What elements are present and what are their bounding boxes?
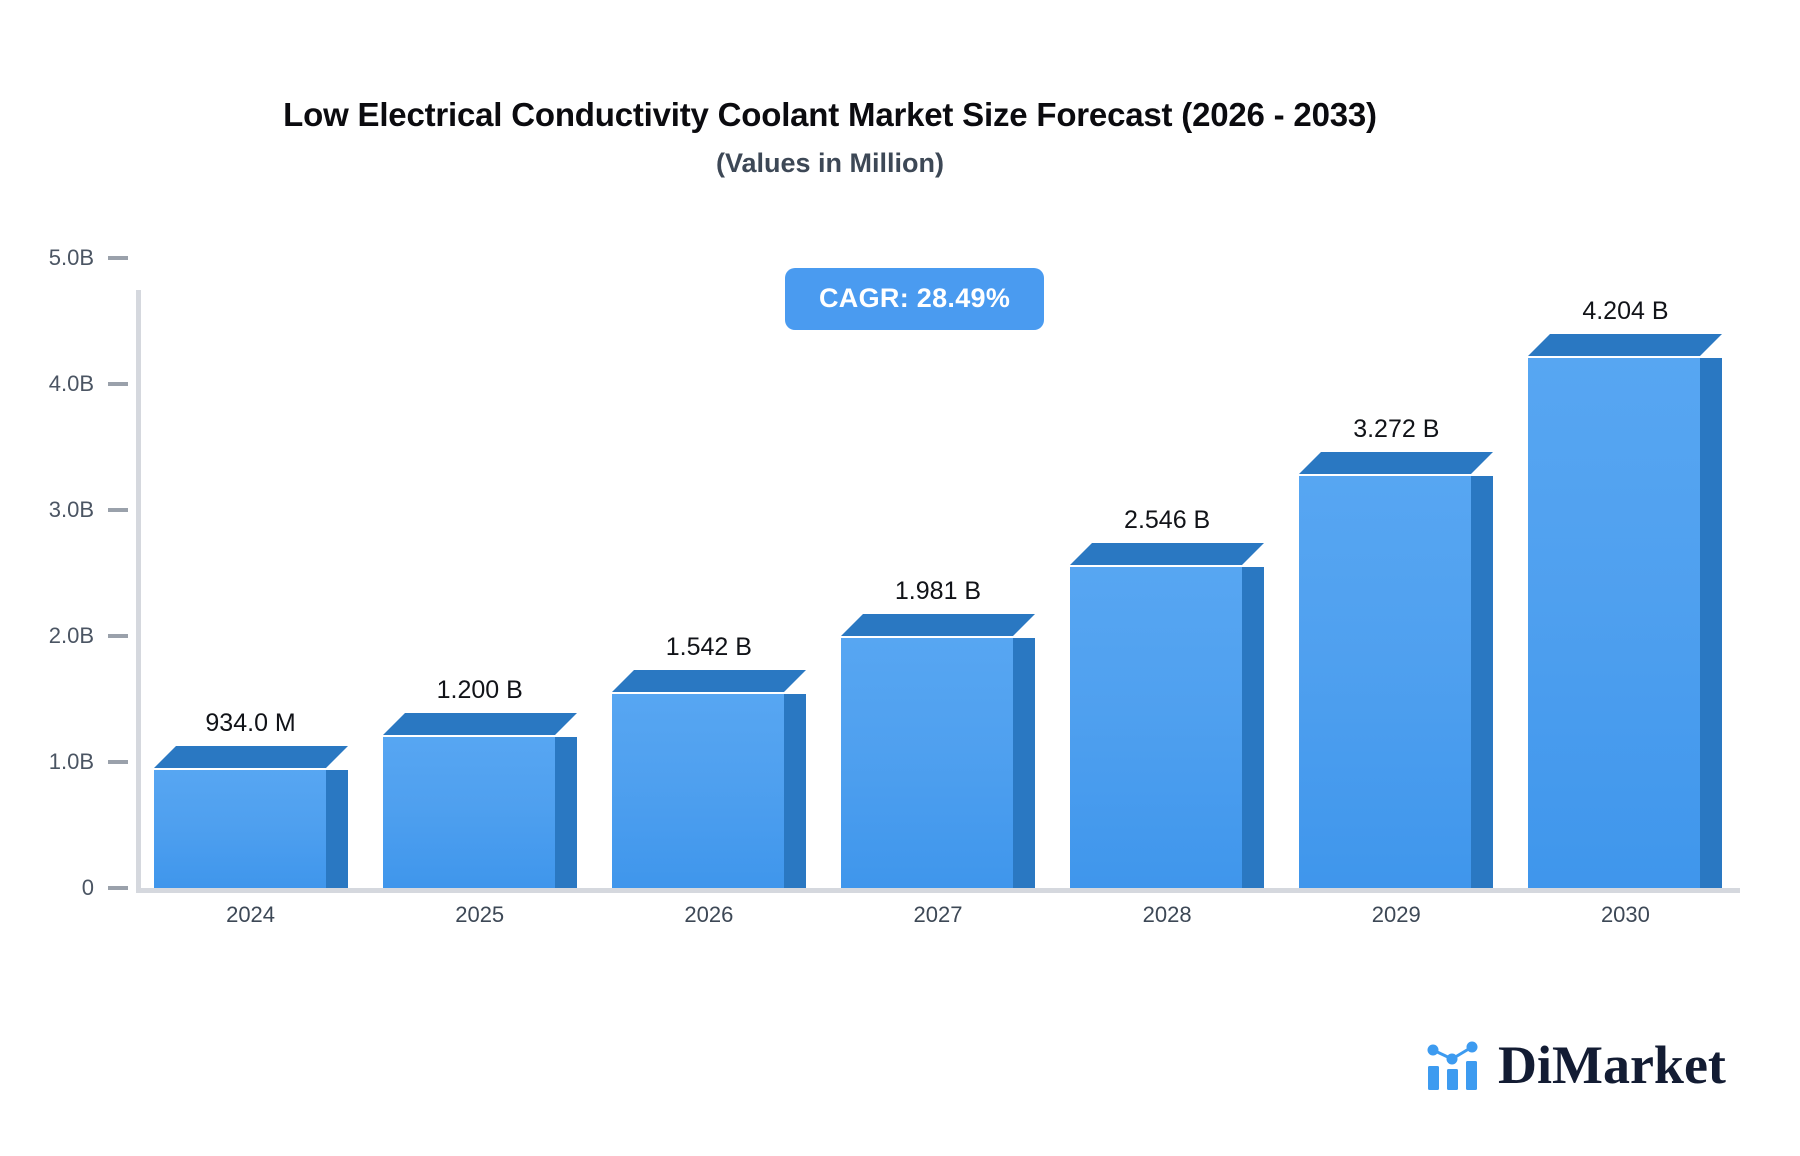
y-axis-tick-mark (108, 634, 128, 638)
bar[interactable] (382, 712, 577, 888)
page-title: Low Electrical Conductivity Coolant Mark… (283, 96, 1377, 133)
cagr-badge: CAGR: 28.49% (785, 268, 1045, 330)
bar-front-face (841, 638, 1013, 888)
title-block: Low Electrical Conductivity Coolant Mark… (0, 96, 1660, 179)
bar-top-face (841, 614, 1035, 637)
y-axis-tick-mark (108, 382, 128, 386)
y-axis-tick-mark (108, 256, 128, 260)
chart-subtitle: (Values in Million) (715, 147, 945, 178)
y-axis-tick-mark (108, 508, 128, 512)
bar-value-label: 4.204 B (1582, 297, 1669, 326)
y-axis-tick-label: 4.0B (48, 371, 94, 396)
bar[interactable] (841, 614, 1035, 888)
y-axis-tick-mark (108, 886, 128, 890)
x-axis-label: 2024 (226, 902, 276, 927)
bar-front-face (1528, 358, 1701, 888)
bar-front-face (1299, 475, 1472, 888)
bar-top-face (382, 712, 577, 735)
bar[interactable] (1070, 543, 1265, 888)
bars-layer: 934.0 M 1.200 B 1.542 B 1.981 B 2.546 B 3.272… (136, 0, 1740, 1156)
bar-front-face (611, 693, 784, 888)
bar[interactable] (153, 746, 348, 888)
bar-side-face (783, 693, 806, 888)
bar-value-label: 934.0 M (205, 709, 296, 738)
x-axis-label: 2025 (455, 902, 505, 927)
y-axis-tick-mark (108, 760, 128, 764)
x-axis-label: 2029 (1371, 902, 1421, 927)
bar-top-face (1070, 543, 1265, 566)
y-axis-tick: 2.0B (0, 623, 128, 649)
bar-value-label: 1.981 B (894, 577, 982, 606)
x-axis-line (136, 888, 1740, 893)
bar-side-face (1471, 475, 1494, 888)
bar-value-label: 3.272 B (1353, 414, 1440, 443)
x-axis-label: 2026 (684, 902, 734, 927)
y-axis-tick-label: 3.0B (48, 497, 94, 522)
y-axis-tick-label: 1.0B (48, 749, 94, 774)
bar-side-face (325, 770, 348, 888)
y-axis-tick: 0 (0, 875, 128, 901)
bar-front-face (382, 736, 555, 888)
y-axis-tick: 1.0B (0, 749, 128, 775)
y-axis-line (136, 290, 141, 890)
bar-side-face (1242, 567, 1265, 888)
y-axis-tick: 5.0B (0, 245, 128, 271)
bar-top-face (153, 746, 348, 769)
x-axis-label: 2030 (1600, 902, 1650, 927)
bar-side-face (1700, 358, 1723, 888)
bar-front-face (153, 770, 326, 888)
x-axis-label: 2028 (1142, 902, 1192, 927)
bar-side-face (554, 736, 577, 888)
bar[interactable] (1299, 451, 1494, 888)
bar-front-face (1070, 567, 1243, 888)
bar-top-face (1299, 451, 1494, 474)
x-axis-label: 2027 (913, 902, 963, 927)
bar-value-label: 1.542 B (665, 632, 752, 661)
y-axis-tick-label: 2.0B (48, 623, 94, 648)
brand-name: DiMarket (1498, 1035, 1726, 1095)
y-axis-tick: 4.0B (0, 371, 128, 397)
brand-logo: DiMarket (1424, 1038, 1726, 1092)
bar[interactable] (1528, 334, 1723, 888)
y-axis-tick: 3.0B (0, 497, 128, 523)
bar-value-label: 2.546 B (1124, 506, 1211, 535)
bar-side-face (1013, 638, 1035, 888)
bar-top-face (611, 669, 806, 692)
bar-value-label: 1.200 B (436, 675, 523, 704)
y-axis-tick-label: 5.0B (48, 245, 94, 270)
bar-top-face (1528, 334, 1723, 357)
bar-chart-logo-icon (1424, 1039, 1482, 1091)
y-axis-tick-label: 0 (81, 875, 94, 900)
bar[interactable] (611, 669, 806, 888)
